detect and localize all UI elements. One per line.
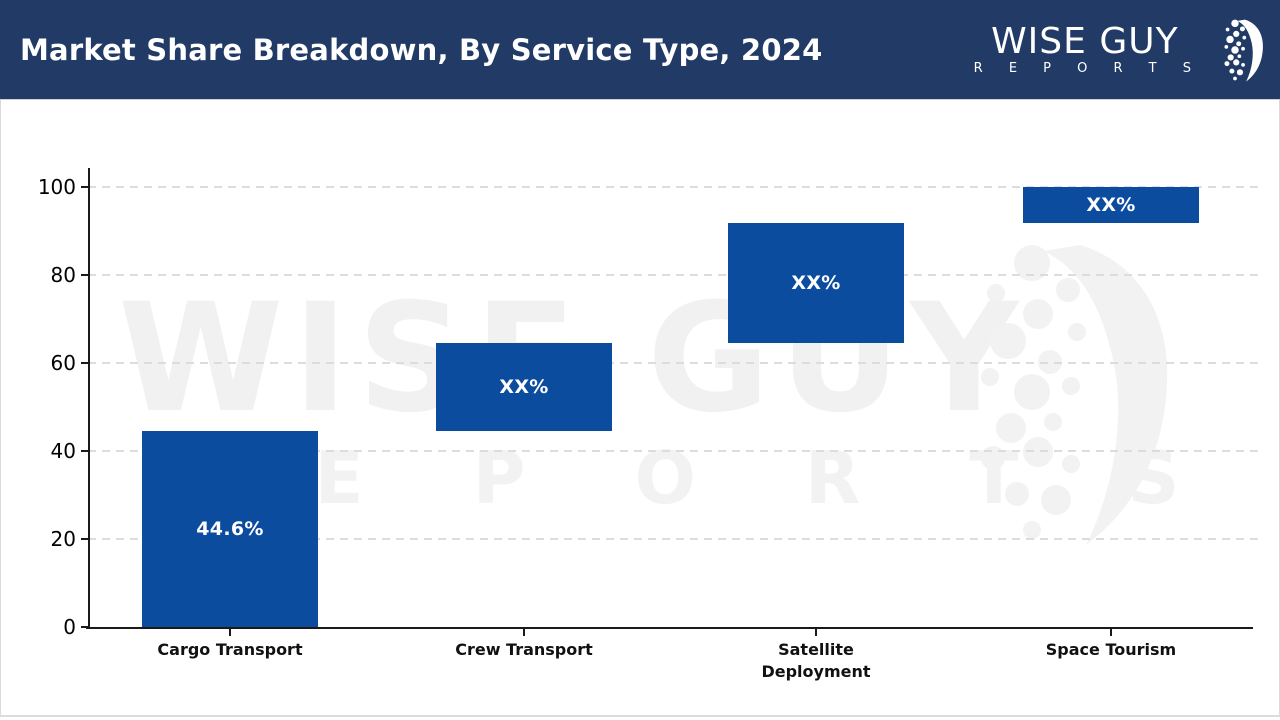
- y-tick-label-0: 0: [63, 615, 76, 639]
- y-tick-mark-100: [81, 186, 88, 188]
- bar-crew-transport: XX%: [436, 342, 612, 431]
- logo-text: WISE GUY R E P O R T S: [968, 20, 1202, 77]
- y-axis-line: [88, 168, 90, 629]
- category-label-3: Space Tourism: [991, 639, 1231, 661]
- y-tick-label-40: 40: [50, 439, 76, 463]
- gridline-20: [88, 538, 1258, 540]
- bar-cargo-transport: 44.6%: [142, 430, 318, 627]
- y-tick-mark-60: [81, 362, 88, 364]
- x-tick-mark-3: [1110, 629, 1112, 636]
- y-tick-label-80: 80: [50, 263, 76, 287]
- category-label-line: Cargo Transport: [157, 640, 303, 659]
- category-label-line: Deployment: [761, 662, 871, 681]
- bar-space-tourism: XX%: [1023, 187, 1199, 224]
- y-tick-label-20: 20: [50, 527, 76, 551]
- title-bar: Market Share Breakdown, By Service Type,…: [0, 0, 1280, 100]
- y-tick-label-100: 100: [37, 175, 76, 199]
- bar-value-label: XX%: [791, 271, 841, 294]
- category-label-line: Space Tourism: [1045, 640, 1177, 659]
- dotted-face-profile-icon: [1224, 19, 1263, 82]
- x-tick-mark-0: [229, 629, 231, 636]
- gridline-40: [88, 450, 1258, 452]
- logo-wordmark: WISE GUY: [991, 20, 1179, 62]
- x-tick-mark-2: [815, 629, 817, 636]
- category-label-line: Satellite: [778, 640, 854, 659]
- x-axis-line: [86, 627, 1253, 629]
- bar-value-label: XX%: [499, 375, 549, 398]
- wise-guy-reports-logo: WISE GUY R E P O R T S: [968, 10, 1280, 90]
- logo-subtitle: R E P O R T S: [973, 60, 1202, 76]
- y-tick-mark-80: [81, 274, 88, 276]
- gridline-60: [88, 362, 1258, 364]
- watermark-dotted-face-profile-icon: [981, 245, 1168, 545]
- bar-satellite-deployment: XX%: [728, 223, 904, 343]
- category-label-line: Crew Transport: [455, 640, 593, 659]
- gridline-80: [88, 274, 1258, 276]
- x-tick-mark-1: [523, 629, 525, 636]
- gridline-100: [88, 186, 1258, 188]
- page-title: Market Share Breakdown, By Service Type,…: [20, 32, 823, 67]
- bottom-divider: [0, 715, 1280, 717]
- y-tick-mark-20: [81, 538, 88, 540]
- category-label-2: Satellite Deployment: [696, 639, 936, 683]
- bar-value-label: 44.6%: [196, 517, 264, 540]
- category-label-0: Cargo Transport: [110, 639, 350, 661]
- y-tick-mark-40: [81, 450, 88, 452]
- bar-value-label: XX%: [1086, 194, 1136, 217]
- y-tick-mark-0: [81, 626, 88, 628]
- y-tick-label-60: 60: [50, 351, 76, 375]
- category-label-1: Crew Transport: [404, 639, 644, 661]
